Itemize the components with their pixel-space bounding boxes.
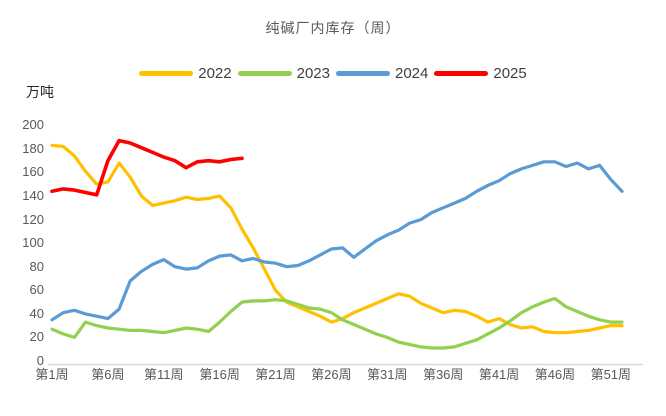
y-tick-label-120: 120 — [22, 211, 44, 227]
legend-swatch-2024 — [336, 70, 390, 76]
x-tick-label-16: 第16周 — [199, 367, 240, 382]
x-tick-label-41: 第41周 — [478, 367, 520, 382]
y-tick-label-80: 80 — [29, 258, 44, 274]
y-tick-label-60: 60 — [29, 282, 44, 298]
y-tick-label-20: 20 — [29, 329, 44, 345]
y-tick-label-160: 160 — [22, 164, 44, 180]
y-tick-label-200: 200 — [22, 117, 44, 133]
legend-label-2022: 2022 — [198, 64, 232, 82]
legend-item-2022: 2022 — [139, 64, 232, 82]
x-tick-label-31: 第31周 — [367, 367, 408, 382]
legend-swatch-2025 — [434, 70, 489, 76]
y-tick-label-40: 40 — [29, 305, 44, 321]
legend-label-2023: 2023 — [296, 64, 330, 82]
series-line-2023 — [50, 296, 624, 350]
series-line-2022 — [50, 143, 624, 335]
chart-title: 纯碱厂内库存（周） — [265, 20, 401, 36]
y-tick-label-100: 100 — [22, 235, 44, 251]
legend-item-2024: 2024 — [336, 65, 428, 82]
legend-item-2023: 2023 — [237, 64, 330, 82]
y-tick-label-0: 0 — [36, 353, 44, 368]
y-axis-unit-label: 万吨 — [26, 84, 54, 100]
y-tick-label-140: 140 — [22, 188, 44, 203]
x-tick-label-11: 第11周 — [144, 367, 184, 382]
x-tick-label-36: 第36周 — [422, 367, 464, 382]
series-line-2025 — [50, 138, 244, 197]
chart-legend: 2022 2023 2024 2025 — [0, 64, 666, 82]
x-tick-label-6: 第6周 — [91, 367, 125, 382]
x-tick-label-26: 第26周 — [311, 367, 352, 382]
x-tick-label-46: 第46周 — [534, 367, 576, 382]
legend-item-2025: 2025 — [434, 64, 527, 82]
legend-swatch-2023 — [237, 70, 292, 76]
x-tick-label-21: 第21周 — [255, 367, 296, 382]
legend-label-2025: 2025 — [493, 64, 527, 82]
x-tick-label-51: 第51周 — [590, 367, 632, 382]
legend-label-2024: 2024 — [395, 64, 429, 82]
legend-swatch-2022 — [139, 70, 194, 76]
series-line-2024 — [50, 160, 624, 322]
y-tick-label-180: 180 — [22, 140, 44, 156]
x-tick-label-1: 第1周 — [35, 367, 69, 382]
